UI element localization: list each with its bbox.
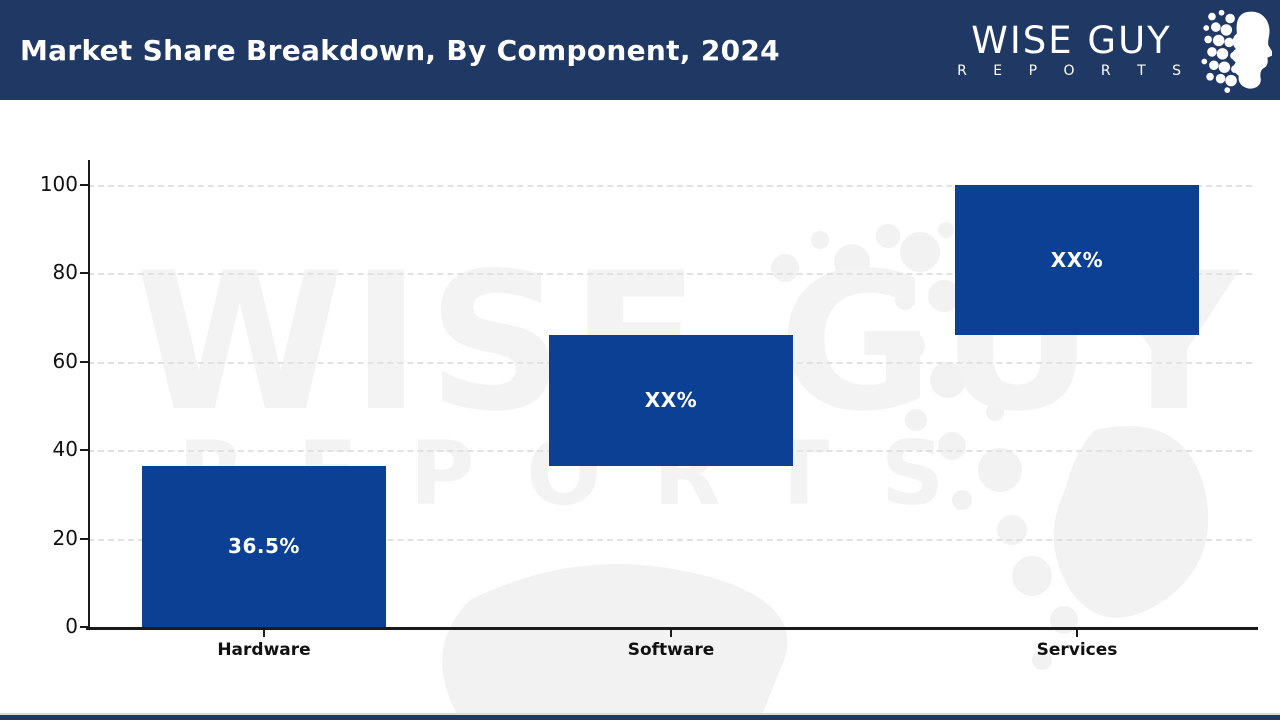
bar-value-label: XX% [1050, 248, 1104, 273]
y-tick-label: 0 [65, 614, 78, 638]
y-tick-label: 100 [39, 172, 78, 196]
x-axis-spine [86, 627, 1258, 630]
y-tick-label: 40 [52, 437, 78, 462]
y-tick-mark [80, 360, 88, 363]
bar-hardware: 36.5% [142, 465, 386, 627]
bar-value-label: XX% [644, 388, 698, 413]
y-axis-spine [88, 160, 90, 629]
x-tick-label-services: Services [1036, 640, 1118, 660]
x-tick-label-hardware: Hardware [217, 640, 311, 660]
x-tick-mark [1076, 630, 1078, 637]
bar-services: XX% [955, 185, 1199, 336]
logo-wordmark: WISE GUY [971, 18, 1172, 62]
x-tick-mark [263, 630, 265, 637]
logo-text: WISE GUY R E P O R T S [951, 22, 1192, 79]
chart-title: Market Share Breakdown, By Component, 20… [20, 33, 780, 67]
y-tick-mark [80, 272, 88, 275]
gridline-80 [88, 273, 1252, 276]
y-tick-mark [80, 626, 88, 628]
logo-subtext: R E P O R T S [957, 62, 1192, 79]
bar-value-label: 36.5% [228, 534, 300, 559]
y-tick-label: 80 [52, 260, 78, 285]
bar-software: XX% [549, 335, 793, 466]
gridline-100 [88, 185, 1252, 187]
y-tick-mark [80, 184, 88, 186]
wiseguy-logo: WISE GUY R E P O R T S [951, 7, 1280, 93]
gridline-20 [88, 538, 1252, 541]
y-tick-label: 60 [52, 348, 78, 373]
y-tick-label: 20 [52, 525, 78, 550]
header-banner: Market Share Breakdown, By Component, 20… [0, 0, 1280, 100]
x-tick-label-software: Software [627, 640, 715, 660]
wiseguy-face-icon [1201, 9, 1272, 93]
y-tick-mark [80, 537, 88, 540]
waterfall-chart: 0 20 40 60 80 100 36.5% Hardware XX% Software XX% S… [0, 100, 1280, 720]
footer-strip [0, 713, 1280, 720]
y-tick-mark [80, 449, 88, 452]
x-tick-mark [670, 630, 672, 637]
